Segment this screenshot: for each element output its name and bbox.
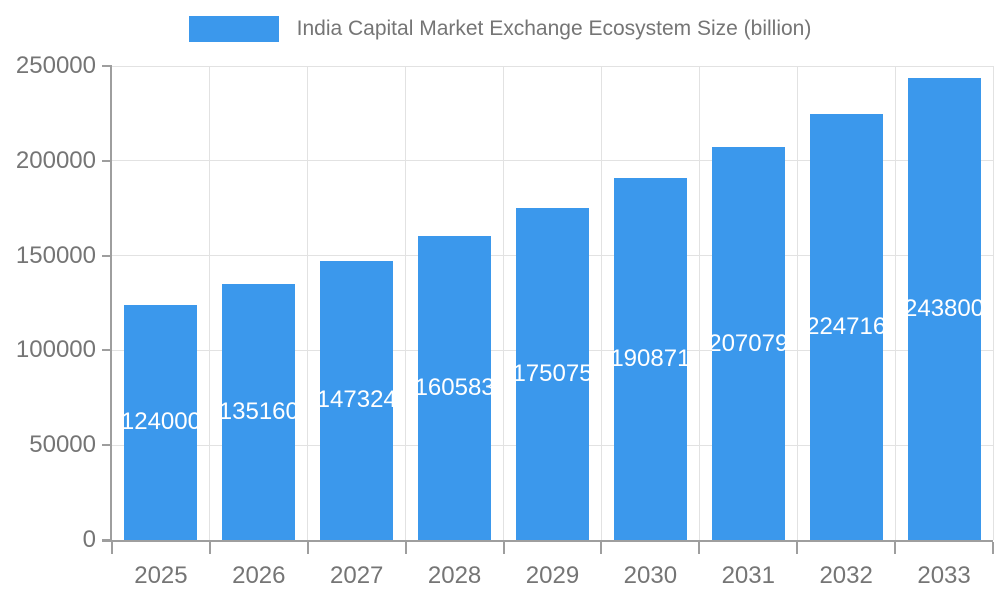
y-tick-label: 0 [82, 526, 96, 553]
x-tick [306, 542, 309, 554]
bar: 160583 [418, 235, 492, 540]
bar-value-label: 175075 [516, 360, 589, 388]
x-tick [698, 542, 701, 554]
legend: India Capital Market Exchange Ecosystem … [0, 15, 1000, 43]
bar: 124000 [124, 304, 198, 540]
bar-value-label: 147324 [320, 386, 394, 414]
y-tick-label: 200000 [15, 146, 96, 174]
bar: 190871 [613, 178, 687, 540]
x-tick-label: 2025 [134, 562, 188, 589]
x-gridline [992, 66, 994, 540]
bar: 135160 [222, 283, 296, 540]
x-gridline [894, 66, 896, 540]
x-gridline [209, 66, 211, 540]
y-gridline [112, 65, 993, 67]
bar: 243800 [907, 77, 981, 540]
bar: 224716 [809, 113, 883, 540]
legend-label: India Capital Market Exchange Ecosystem … [296, 17, 812, 40]
y-tick [102, 444, 112, 447]
x-tick [796, 542, 799, 554]
x-gridline [503, 66, 505, 540]
x-tick [992, 542, 994, 554]
legend-item[interactable]: India Capital Market Exchange Ecosystem … [188, 16, 812, 42]
y-tick-label: 100000 [15, 336, 96, 364]
x-gridline [405, 66, 407, 540]
bar: 175075 [516, 208, 589, 540]
x-tick-label: 2031 [721, 562, 775, 589]
bar-value-label: 124000 [124, 408, 198, 436]
x-tick-label: 2033 [917, 562, 971, 589]
x-gridline [698, 66, 700, 540]
x-tick [894, 542, 897, 554]
bar-value-label: 207079 [711, 329, 785, 357]
legend-swatch [188, 16, 279, 42]
x-axis-line [102, 540, 993, 542]
y-tick [102, 65, 112, 67]
y-tick [102, 159, 112, 162]
bar-value-label: 160583 [418, 373, 492, 401]
x-tick [111, 542, 113, 554]
y-tick-label: 50000 [29, 431, 96, 459]
y-tick-label: 150000 [15, 241, 96, 269]
x-tick [502, 542, 505, 554]
x-tick-label: 2026 [232, 562, 286, 589]
x-tick-label: 2028 [427, 562, 482, 589]
x-gridline [796, 66, 798, 540]
y-tick-label: 250000 [15, 52, 96, 79]
bar-value-label: 135160 [222, 397, 296, 425]
x-tick [404, 542, 407, 554]
x-tick [208, 542, 211, 554]
y-tick [102, 349, 112, 352]
x-tick-label: 2029 [525, 562, 580, 589]
x-tick-label: 2030 [623, 562, 678, 589]
y-gridline [112, 160, 993, 162]
x-gridline [307, 66, 309, 540]
bar: 147324 [320, 260, 394, 540]
x-tick [600, 542, 603, 554]
bar-value-label: 243800 [907, 294, 981, 322]
x-tick-label: 2032 [819, 562, 873, 589]
bar: 207079 [711, 147, 785, 540]
y-axis-line [110, 66, 112, 542]
bar-value-label: 224716 [809, 312, 883, 340]
bar-value-label: 190871 [613, 345, 687, 373]
x-gridline [600, 66, 602, 540]
y-tick [102, 254, 112, 257]
x-tick-label: 2027 [330, 562, 384, 589]
